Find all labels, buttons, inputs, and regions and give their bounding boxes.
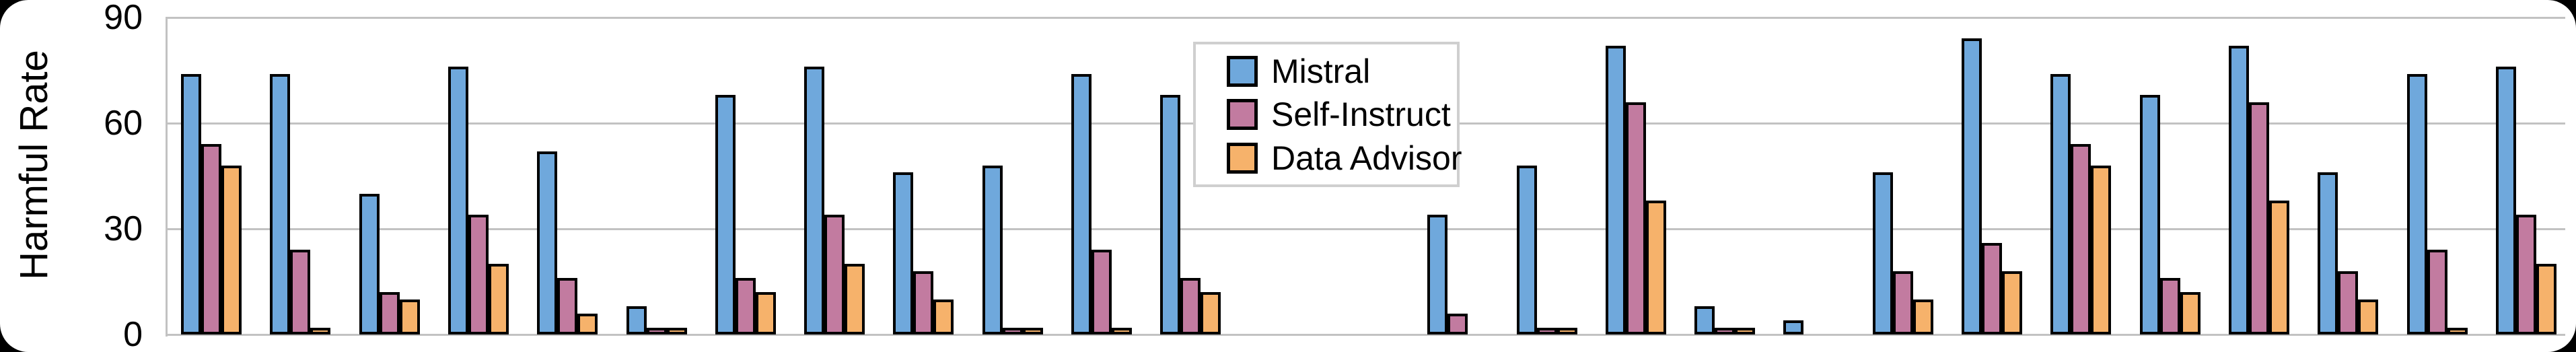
bar-data-advisor xyxy=(2002,271,2022,335)
bar-mistral xyxy=(1160,95,1181,335)
y-tick-label-90: 90 xyxy=(104,0,143,37)
y-tick-label-30: 30 xyxy=(104,209,143,248)
bar-self-instruct xyxy=(913,271,934,335)
bar-data-advisor xyxy=(399,299,420,335)
bar-self-instruct xyxy=(379,292,400,335)
bar-mistral xyxy=(359,193,380,335)
bar-self-instruct xyxy=(1892,271,1913,335)
bar-mistral xyxy=(1694,306,1715,335)
bar-data-advisor xyxy=(1022,327,1043,335)
legend: Mistral Self-Instruct Data Advisor xyxy=(1193,42,1462,187)
bar-self-instruct xyxy=(2427,250,2447,335)
bar-mistral xyxy=(1516,165,1537,335)
bar-data-advisor xyxy=(755,292,776,335)
bar-data-advisor xyxy=(310,327,331,335)
legend-item-self-instruct: Self-Instruct xyxy=(1227,98,1457,131)
bar-mistral xyxy=(1962,38,1982,335)
gridline-y-0 xyxy=(166,334,2565,336)
bar-data-advisor xyxy=(2447,327,2468,335)
bar-mistral xyxy=(537,151,558,335)
bar-self-instruct xyxy=(1002,327,1023,335)
bar-self-instruct xyxy=(290,250,311,335)
legend-label-self-instruct: Self-Instruct xyxy=(1271,96,1451,133)
bar-mistral xyxy=(804,67,825,335)
legend-swatch-mistral xyxy=(1227,55,1258,87)
legend-label-mistral: Mistral xyxy=(1271,52,1371,90)
legend-item-mistral: Mistral xyxy=(1227,55,1457,88)
bar-data-advisor xyxy=(488,264,509,335)
bar-data-advisor xyxy=(845,264,865,335)
bar-data-advisor xyxy=(1912,299,1933,335)
bar-data-advisor xyxy=(666,327,687,335)
bar-data-advisor xyxy=(221,165,242,335)
bar-mistral xyxy=(626,306,647,335)
bar-self-instruct xyxy=(201,144,221,335)
gridline-y-30 xyxy=(166,228,2565,230)
bar-data-advisor xyxy=(577,313,598,335)
bar-data-advisor xyxy=(2091,165,2112,335)
bar-self-instruct xyxy=(557,278,578,335)
bar-mistral xyxy=(893,172,914,335)
bar-data-advisor xyxy=(1735,327,1756,335)
bar-mistral xyxy=(1783,320,1804,335)
bar-data-advisor xyxy=(2536,264,2556,335)
gridline-y-90 xyxy=(166,17,2565,19)
legend-label-data-advisor: Data Advisor xyxy=(1271,139,1462,177)
bar-mistral xyxy=(1071,73,1092,335)
bar-mistral xyxy=(2139,95,2160,335)
bar-data-advisor xyxy=(2268,201,2289,335)
bar-mistral xyxy=(1605,45,1626,335)
bar-self-instruct xyxy=(735,278,756,335)
legend-item-data-advisor: Data Advisor xyxy=(1227,141,1462,175)
bar-self-instruct xyxy=(1715,327,1736,335)
bar-mistral xyxy=(270,73,291,335)
bar-data-advisor xyxy=(1112,327,1132,335)
y-axis-line xyxy=(166,17,168,337)
bar-mistral xyxy=(2050,73,2071,335)
bar-self-instruct xyxy=(1536,327,1557,335)
y-tick-label-60: 60 xyxy=(104,104,143,143)
bar-self-instruct xyxy=(1092,250,1112,335)
bar-data-advisor xyxy=(1201,292,1221,335)
bar-mistral xyxy=(2406,73,2427,335)
y-tick-label-0: 0 xyxy=(123,315,143,352)
bar-mistral xyxy=(2318,172,2338,335)
bar-data-advisor xyxy=(2358,299,2379,335)
bar-self-instruct xyxy=(1180,278,1201,335)
bar-self-instruct xyxy=(1982,242,2002,335)
bar-self-instruct xyxy=(2248,102,2269,335)
bar-self-instruct xyxy=(646,327,667,335)
bar-mistral xyxy=(2495,67,2516,335)
bar-mistral xyxy=(181,73,201,335)
bar-data-advisor xyxy=(1645,201,1666,335)
legend-swatch-self-instruct xyxy=(1227,99,1258,130)
bar-self-instruct xyxy=(1625,102,1646,335)
bar-mistral xyxy=(1427,215,1448,335)
legend-swatch-data-advisor xyxy=(1227,142,1258,174)
bar-mistral xyxy=(448,67,468,335)
bar-self-instruct xyxy=(1447,313,1468,335)
bar-mistral xyxy=(1872,172,1893,335)
bar-self-instruct xyxy=(824,215,845,335)
bar-self-instruct xyxy=(2159,278,2180,335)
bar-self-instruct xyxy=(2338,271,2359,335)
bar-data-advisor xyxy=(933,299,954,335)
bar-self-instruct xyxy=(468,215,489,335)
bar-data-advisor xyxy=(2180,292,2201,335)
bar-self-instruct xyxy=(2071,144,2091,335)
bar-mistral xyxy=(982,165,1003,335)
bar-self-instruct xyxy=(2515,215,2536,335)
bar-mistral xyxy=(715,95,736,335)
bar-data-advisor xyxy=(1557,327,1577,335)
bar-mistral xyxy=(2228,45,2249,335)
